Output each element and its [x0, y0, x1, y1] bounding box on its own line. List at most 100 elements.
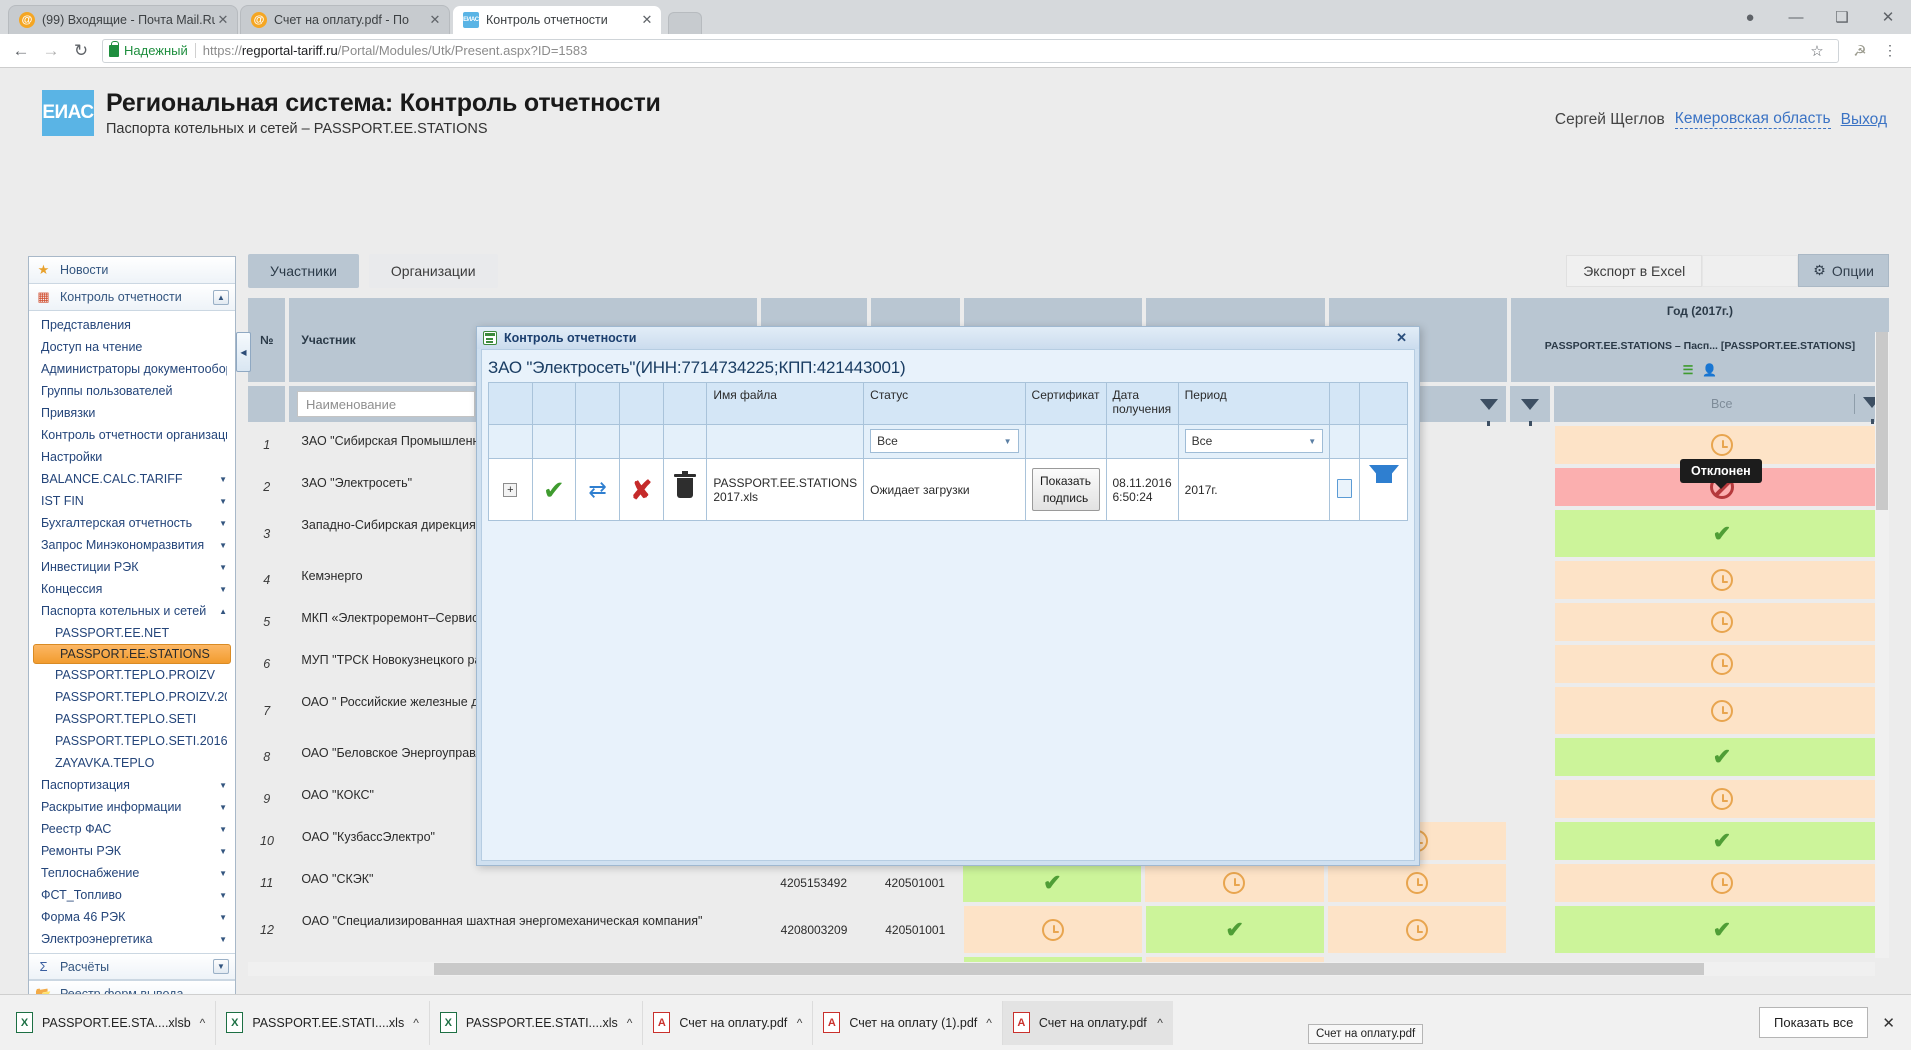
grid-vertical-scrollbar[interactable]: [1875, 332, 1889, 958]
reload-icon[interactable]: ↻: [73, 40, 89, 60]
list-icon[interactable]: ☰: [1682, 362, 1694, 377]
sidebar-item-0[interactable]: Представления: [29, 314, 235, 336]
close-icon[interactable]: ✕: [1396, 330, 1407, 345]
sidebar-collapse-button[interactable]: ◀: [236, 332, 251, 372]
status-filter-select[interactable]: Все ▼: [870, 429, 1019, 453]
reject-x-icon[interactable]: ✘: [630, 474, 653, 505]
sidebar-item-26[interactable]: ФСТ_Топливо ▼: [29, 884, 235, 906]
sidebar-item-18[interactable]: PASSPORT.TEPLO.SETI: [29, 708, 235, 730]
tab-organizations[interactable]: Организации: [368, 254, 498, 288]
back-icon[interactable]: ←: [12, 40, 30, 60]
funnel-icon[interactable]: [1863, 397, 1881, 424]
download-cell[interactable]: [1359, 458, 1408, 521]
bookmark-star-icon[interactable]: ☆: [1810, 42, 1824, 60]
chevron-up-icon[interactable]: ^: [796, 1015, 803, 1030]
cell-status-year[interactable]: ✔: [1554, 738, 1889, 776]
new-tab-button[interactable]: [668, 12, 702, 34]
table-row[interactable]: 12 ОАО "Специализированная шахтная энерго…: [248, 906, 1889, 953]
tab-participants[interactable]: Участники: [248, 254, 359, 288]
chevron-up-icon[interactable]: ^: [413, 1015, 419, 1030]
sidebar-item-19[interactable]: PASSPORT.TEPLO.SETI.2016: [29, 730, 235, 752]
cell-status-1[interactable]: [963, 906, 1142, 953]
cell-status-year[interactable]: [1554, 780, 1889, 818]
maximize-button[interactable]: ❑: [1835, 9, 1849, 26]
reject-cell[interactable]: ✘: [618, 458, 664, 521]
filter-year-all[interactable]: Все: [1554, 386, 1889, 424]
sidebar-item-14[interactable]: PASSPORT.EE.NET: [29, 622, 235, 644]
chevron-down-icon[interactable]: ▼: [213, 959, 229, 974]
sidebar-item-27[interactable]: Форма 46 РЭК ▼: [29, 906, 235, 928]
download-item-0[interactable]: PASSPORT.EE.STA....xlsb ^: [6, 1000, 217, 1045]
sidebar-item-control[interactable]: ▦ Контроль отчетности ▲: [29, 284, 235, 311]
chevron-down-icon[interactable]: ▼: [219, 868, 227, 878]
sidebar-item-25[interactable]: Теплоснабжение ▼: [29, 862, 235, 884]
extension-icon[interactable]: ☭: [1853, 42, 1867, 60]
close-icon[interactable]: ✕: [641, 12, 653, 27]
sidebar-item-3[interactable]: Группы пользователей: [29, 380, 235, 402]
forward-icon[interactable]: →: [42, 40, 60, 60]
cell-status-year[interactable]: [1554, 864, 1889, 902]
refresh-icon[interactable]: ⇄: [588, 476, 607, 502]
funnel-icon[interactable]: [1479, 398, 1498, 426]
delete-trash-icon[interactable]: [674, 471, 697, 498]
sidebar-item-21[interactable]: Паспортизация ▼: [29, 774, 235, 796]
cell-status-year[interactable]: ✔: [1554, 906, 1889, 953]
region-link[interactable]: Кемеровская область: [1674, 110, 1831, 129]
delete-cell[interactable]: [662, 458, 708, 521]
sidebar-item-16[interactable]: PASSPORT.TEPLO.PROIZV: [29, 664, 235, 686]
funnel-icon[interactable]: [1521, 398, 1540, 426]
sidebar-item-24[interactable]: Ремонты РЭК ▼: [29, 840, 235, 862]
cell-status-3[interactable]: [1327, 864, 1506, 902]
approve-cell[interactable]: ✔: [531, 458, 577, 521]
chevron-down-icon[interactable]: ▼: [219, 540, 227, 550]
browser-tab-1[interactable]: Счет на оплату.pdf - По ✕: [240, 5, 450, 34]
close-icon[interactable]: ✕: [429, 12, 441, 27]
download-item-2[interactable]: PASSPORT.EE.STATI....xls ^: [430, 1000, 644, 1045]
profile-icon[interactable]: ●: [1745, 8, 1755, 26]
table-row[interactable]: 11 ОАО "СКЭК" 4205153492 420501001 ✔: [248, 864, 1889, 902]
chevron-up-icon[interactable]: ^: [1157, 1015, 1163, 1030]
download-item-3[interactable]: Счет на оплату.pdf ^: [643, 1000, 814, 1045]
sidebar-item-5[interactable]: Контроль отчетности организаций: [29, 424, 235, 446]
show-all-downloads-button[interactable]: Показать все: [1759, 1007, 1869, 1038]
sidebar-item-11[interactable]: Инвестиции РЭК ▼: [29, 556, 235, 578]
chevron-down-icon[interactable]: ▼: [219, 780, 227, 790]
minimize-button[interactable]: —: [1788, 8, 1804, 26]
sidebar-item-4[interactable]: Привязки: [29, 402, 235, 424]
cell-status-2[interactable]: [1145, 864, 1324, 902]
cell-status-year[interactable]: [1554, 603, 1889, 641]
sidebar-item-8[interactable]: IST FIN ▼: [29, 490, 235, 512]
name-filter-input[interactable]: Наименование: [296, 391, 475, 417]
user-icon[interactable]: 👤: [1702, 362, 1718, 377]
sidebar-item-17[interactable]: PASSPORT.TEPLO.PROIZV.2016: [29, 686, 235, 708]
cell-status-1[interactable]: ✔: [963, 864, 1142, 902]
sidebar-item-12[interactable]: Концессия ▼: [29, 578, 235, 600]
chevron-down-icon[interactable]: ▼: [219, 824, 227, 834]
sidebar-item-news[interactable]: ★ Новости: [29, 257, 235, 284]
chevron-up-icon[interactable]: ^: [986, 1015, 992, 1030]
sidebar-item-13[interactable]: Паспорта котельных и сетей ▲: [29, 600, 235, 622]
chevron-up-icon[interactable]: ^: [199, 1015, 206, 1030]
document-cell[interactable]: [1329, 458, 1361, 521]
options-button[interactable]: ⚙ Опции: [1798, 254, 1889, 287]
sidebar-item-15[interactable]: PASSPORT.EE.STATIONS: [33, 644, 231, 664]
chevron-down-icon[interactable]: ▼: [219, 496, 227, 506]
period-filter-select[interactable]: Все ▼: [1184, 429, 1324, 453]
address-bar[interactable]: Надежный https:// regportal-tariff.ru /P…: [102, 38, 1839, 63]
sidebar-item-6[interactable]: Настройки: [29, 446, 235, 468]
sidebar-item-28[interactable]: Электроэнергетика ▼: [29, 928, 235, 950]
download-item-4[interactable]: Счет на оплату (1).pdf ^: [813, 1000, 1003, 1045]
close-window-button[interactable]: ✕: [1881, 9, 1895, 26]
chevron-up-icon[interactable]: ▲: [219, 606, 227, 616]
browser-tab-0[interactable]: (99) Входящие - Почта Mail.Ru ✕: [8, 5, 238, 34]
chevron-down-icon[interactable]: ▼: [219, 934, 227, 944]
cell-status-year[interactable]: [1554, 426, 1889, 464]
chevron-up-icon[interactable]: ▲: [213, 289, 229, 305]
sidebar-item-23[interactable]: Реестр ФАС ▼: [29, 818, 235, 840]
col-header-year-group[interactable]: Год (2017г.) PASSPORT.EE.STATIONS – Пасп.…: [1510, 298, 1889, 382]
sidebar-item-10[interactable]: Запрос Минэкономразвития ▼: [29, 534, 235, 556]
browser-tab-2[interactable]: ЕИАС Контроль отчетности ✕: [452, 5, 662, 34]
chevron-down-icon[interactable]: ▼: [219, 802, 227, 812]
sidebar-item-2[interactable]: Администраторы документооборс: [29, 358, 235, 380]
sidebar-item-20[interactable]: ZAYAVKA.TEPLO: [29, 752, 235, 774]
